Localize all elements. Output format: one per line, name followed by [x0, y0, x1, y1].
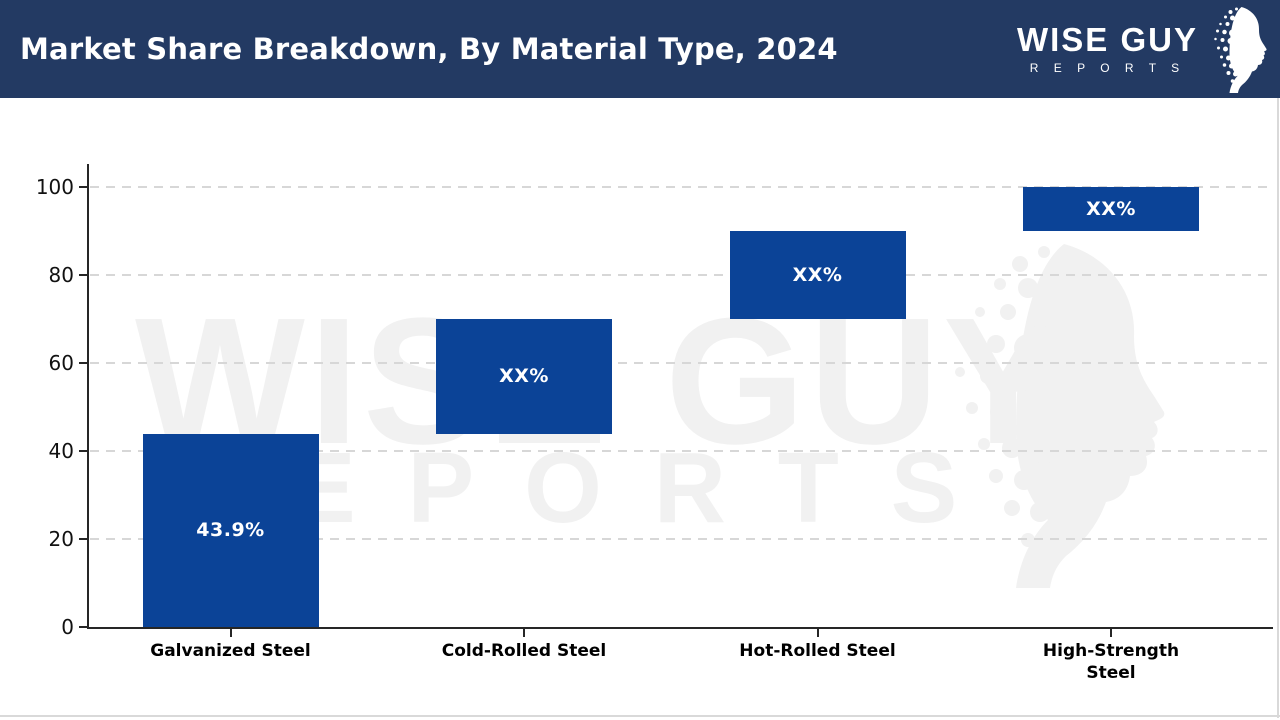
x-axis-tick	[229, 629, 232, 637]
y-axis-tick	[79, 450, 87, 452]
bottom-border-line	[0, 715, 1280, 717]
bar-value-label: XX%	[1086, 198, 1136, 220]
y-axis-tick	[79, 274, 87, 276]
gridline	[90, 538, 1270, 540]
waterfall-bar-segment: XX%	[729, 231, 906, 319]
gridline	[90, 362, 1270, 364]
x-axis-tick	[816, 629, 819, 637]
waterfall-bar-segment: XX%	[1023, 187, 1199, 231]
y-axis-tick-label: 40	[48, 439, 74, 463]
waterfall-bar-segment: XX%	[436, 319, 612, 434]
y-axis-spine	[87, 164, 89, 629]
brand-name: WISE GUY	[1016, 21, 1198, 58]
gridline	[90, 450, 1270, 452]
x-axis-tick	[1110, 629, 1112, 637]
x-axis-category-label: Hot-Rolled Steel	[739, 641, 896, 661]
bar-value-label: XX%	[499, 365, 549, 388]
y-axis-tick	[79, 538, 87, 540]
gridline	[90, 186, 1270, 188]
y-axis-tick	[79, 362, 87, 364]
wiseguy-head-logo-icon	[1214, 7, 1267, 93]
x-axis-line	[87, 627, 1273, 629]
waterfall-bar-segment: 43.9%	[142, 433, 319, 627]
x-axis-category-label: Cold-Rolled Steel	[441, 641, 607, 661]
brand-logo: WISE GUY R E P O R T S	[1017, 4, 1270, 94]
bar-value-label: 43.9%	[196, 519, 265, 542]
y-axis-tick-label: 20	[48, 527, 74, 551]
brand-subtitle: R E P O R T S	[1029, 61, 1186, 75]
bar-value-label: XX%	[792, 264, 843, 286]
y-axis-tick	[79, 186, 87, 188]
x-axis-category-label: High-Strength Steel	[1042, 641, 1180, 684]
right-border-line	[1277, 98, 1279, 718]
y-axis-tick-label: 100	[35, 175, 74, 199]
y-axis-tick	[79, 626, 87, 628]
gridline	[90, 274, 1270, 276]
y-axis-tick-label: 0	[61, 615, 74, 639]
y-axis-tick-label: 60	[48, 351, 74, 375]
brand-logo-text: WISE GUY R E P O R T S	[1017, 23, 1198, 75]
page-title: Market Share Breakdown, By Material Type…	[20, 32, 838, 66]
x-axis-category-label: Galvanized Steel	[150, 641, 311, 661]
y-axis-tick-label: 80	[48, 263, 74, 287]
x-axis-tick	[523, 629, 525, 637]
header-bar: Market Share Breakdown, By Material Type…	[0, 0, 1280, 98]
